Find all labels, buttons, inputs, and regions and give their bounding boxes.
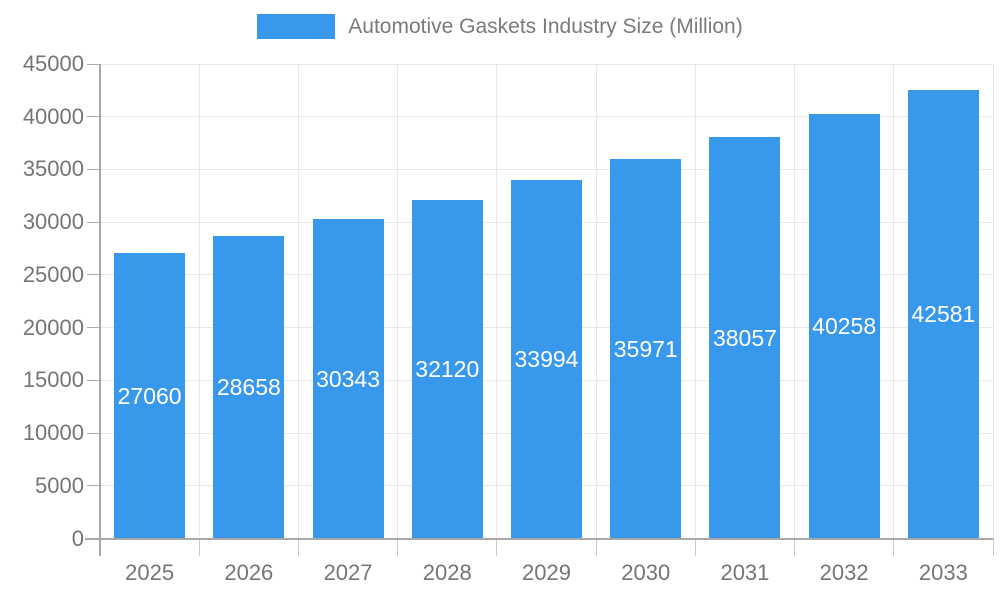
y-axis-tick xyxy=(87,63,100,65)
x-axis-tick xyxy=(893,538,895,556)
gridline-x xyxy=(893,64,895,539)
bar-value-label: 28658 xyxy=(216,374,281,401)
y-axis-tick-label: 0 xyxy=(71,525,84,551)
bar-2026[interactable] xyxy=(213,236,285,539)
legend-swatch-icon xyxy=(257,14,336,39)
x-axis-tick xyxy=(297,538,299,556)
x-axis-line xyxy=(85,537,993,540)
x-axis-tick xyxy=(198,538,200,556)
x-axis-tick-label: 2027 xyxy=(323,560,373,585)
y-axis-tick-label: 5000 xyxy=(35,472,84,498)
y-axis-tick-label: 30000 xyxy=(22,209,84,235)
legend[interactable]: Automotive Gaskets Industry Size (Millio… xyxy=(0,14,1000,39)
gridline-x xyxy=(397,64,399,539)
y-axis-tick-label: 35000 xyxy=(22,156,84,182)
y-axis-line xyxy=(99,64,101,556)
bar-2030[interactable] xyxy=(610,159,682,539)
x-axis-tick-label: 2028 xyxy=(422,560,472,585)
y-axis-tick xyxy=(87,379,100,381)
y-axis-tick xyxy=(87,327,100,329)
y-axis-tick xyxy=(87,485,100,487)
bar-2032[interactable] xyxy=(808,114,880,539)
y-axis-tick xyxy=(87,168,100,170)
y-axis-tick-label: 40000 xyxy=(22,103,84,129)
bar-2027[interactable] xyxy=(312,218,384,539)
y-axis-tick xyxy=(87,274,100,276)
x-axis-tick xyxy=(694,538,696,556)
legend-label: Automotive Gaskets Industry Size (Millio… xyxy=(348,15,743,38)
bar-value-label: 38057 xyxy=(712,324,777,351)
bar-value-label: 35971 xyxy=(613,335,678,362)
bar-value-label: 27060 xyxy=(117,382,182,409)
x-axis-tick xyxy=(496,538,498,556)
gridline-x xyxy=(198,64,200,539)
bar-value-label: 42581 xyxy=(911,301,976,327)
y-axis-tick-label: 25000 xyxy=(22,261,84,287)
gridline-x xyxy=(992,64,994,539)
gridline-x xyxy=(794,64,796,539)
bar-value-label: 33994 xyxy=(514,346,579,373)
y-axis-tick-label: 45000 xyxy=(22,51,84,76)
gridline-x xyxy=(297,64,299,539)
x-axis-tick xyxy=(595,538,597,556)
gridline-y xyxy=(100,116,993,118)
x-axis-tick-label: 2025 xyxy=(125,560,175,585)
y-axis-tick-label: 10000 xyxy=(22,420,84,446)
bar-value-label: 30343 xyxy=(316,365,381,392)
bar-2029[interactable] xyxy=(511,180,582,539)
bar-value-label: 32120 xyxy=(415,356,480,383)
x-axis-tick xyxy=(794,538,796,556)
x-axis-tick-label: 2032 xyxy=(819,560,869,585)
x-axis-tick xyxy=(397,538,399,556)
gridline-y xyxy=(100,168,993,170)
gridline-x xyxy=(694,64,696,539)
y-axis-tick xyxy=(87,221,100,223)
y-axis-tick xyxy=(87,116,100,118)
x-axis-tick-label: 2031 xyxy=(720,560,770,585)
y-axis-tick xyxy=(87,432,100,434)
x-axis-tick-label: 2029 xyxy=(522,560,571,585)
x-axis-tick-label: 2026 xyxy=(224,560,274,585)
bar-2025[interactable] xyxy=(114,253,186,539)
x-axis-tick-label: 2030 xyxy=(621,560,671,585)
bar-value-label: 40258 xyxy=(812,313,877,340)
x-axis-tick xyxy=(992,538,994,556)
gridline-y xyxy=(100,63,993,65)
gridline-x xyxy=(496,64,498,539)
bar-2033[interactable] xyxy=(907,89,979,539)
bar-2028[interactable] xyxy=(411,199,483,539)
gridline-x xyxy=(595,64,597,539)
y-axis-tick-label: 15000 xyxy=(22,367,84,393)
bar-2031[interactable] xyxy=(709,137,781,539)
x-axis-tick-label: 2033 xyxy=(918,560,968,585)
y-axis-tick-label: 20000 xyxy=(22,314,84,340)
